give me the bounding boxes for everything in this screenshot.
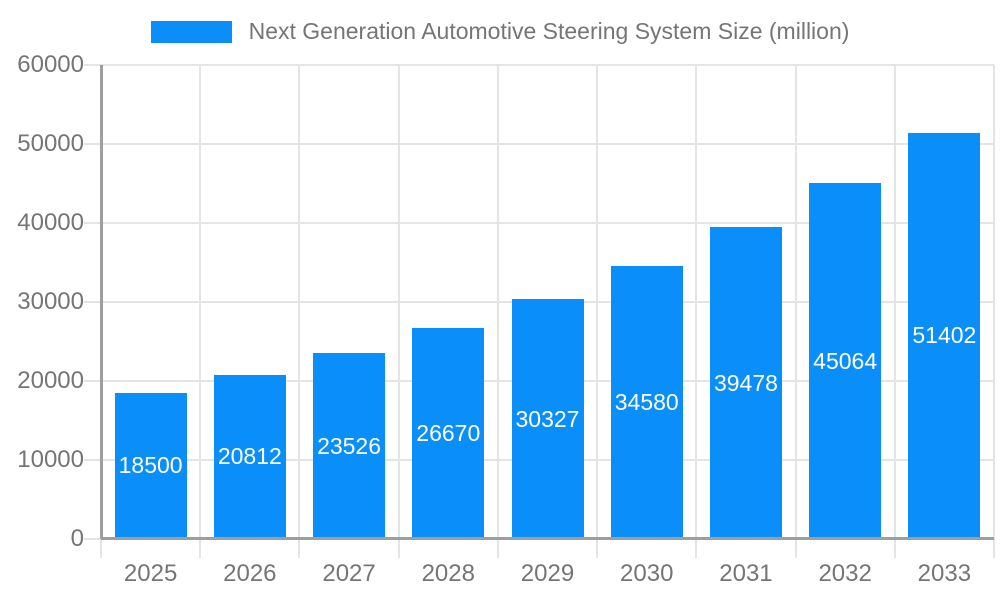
plot-area: 18500 20812 23526 26670 30327 34580 39478 45064… [84,64,995,558]
bar-2027[interactable]: 23526 [313,353,386,539]
y-tick-label: 60000 [17,51,84,78]
v-gridline [695,65,698,558]
bar-value-label: 23526 [317,432,382,459]
bar-2031[interactable]: 39478 [709,227,782,539]
x-axis-line [101,537,994,540]
y-axis-line [100,65,103,539]
bar-value-label: 51402 [912,322,977,349]
x-tick-label: 2028 [421,560,475,587]
y-tick-label: 20000 [17,367,84,394]
legend-item[interactable]: Next Generation Automotive Steering Syst… [150,18,850,45]
bar-value-label: 34580 [614,388,679,415]
bar-value-label: 26670 [416,420,481,447]
x-tick-label: 2026 [223,560,277,587]
legend-color-swatch [150,20,232,43]
bar-2029[interactable]: 30327 [511,299,584,539]
v-gridline [794,65,797,558]
x-tick-label: 2029 [520,560,575,587]
x-tick-label: 2031 [719,560,773,587]
bar-2033[interactable]: 51402 [908,132,981,539]
x-tick-label: 2030 [620,560,674,587]
y-tick-label: 30000 [17,288,84,315]
bar-value-label: 39478 [713,369,778,396]
y-tick-label: 40000 [17,209,84,236]
bar-value-label: 45064 [813,347,878,374]
v-gridline [199,65,202,558]
bar-value-label: 18500 [118,452,183,479]
y-tick-label: 0 [70,525,84,552]
v-gridline [993,65,995,558]
legend: Next Generation Automotive Steering Syst… [0,18,1000,45]
bar-2028[interactable]: 26670 [412,328,485,539]
h-gridline [84,143,994,145]
bar-2025[interactable]: 18500 [114,392,187,539]
h-gridline [84,222,994,224]
x-tick-label: 2027 [322,560,376,587]
x-tick-label: 2032 [818,560,872,587]
bar-value-label: 30327 [515,405,580,432]
y-tick-label: 10000 [17,446,84,473]
legend-label: Next Generation Automotive Steering Syst… [248,18,850,44]
bar-2026[interactable]: 20812 [213,374,286,539]
bar-2032[interactable]: 45064 [809,183,882,539]
bar-value-label: 20812 [217,443,282,470]
v-gridline [397,65,400,558]
v-gridline [893,65,896,558]
v-gridline [496,65,499,558]
h-gridline [84,64,994,66]
x-tick-label: 2025 [123,560,178,587]
v-gridline [298,65,301,558]
bar-2030[interactable]: 34580 [610,265,683,539]
v-gridline [596,65,599,558]
y-tick-label: 50000 [17,130,84,157]
x-tick-label: 2033 [917,560,972,587]
